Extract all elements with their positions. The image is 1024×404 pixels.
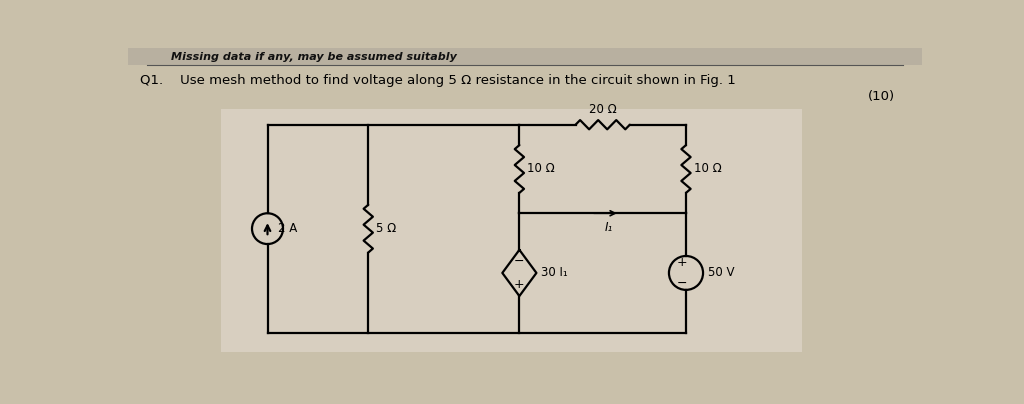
Text: 30 I₁: 30 I₁ bbox=[541, 266, 568, 280]
Text: −: − bbox=[514, 255, 524, 268]
Text: (10): (10) bbox=[868, 90, 895, 103]
Text: 2 A: 2 A bbox=[278, 222, 297, 235]
Text: 20 Ω: 20 Ω bbox=[589, 103, 616, 116]
Text: +: + bbox=[677, 256, 687, 269]
Text: 5 Ω: 5 Ω bbox=[376, 222, 396, 235]
Text: 10 Ω: 10 Ω bbox=[527, 162, 555, 175]
FancyBboxPatch shape bbox=[221, 109, 802, 352]
Bar bbox=[128, 48, 922, 65]
Text: 50 V: 50 V bbox=[708, 266, 734, 280]
Text: +: + bbox=[514, 278, 524, 291]
Text: Q1.    Use mesh method to find voltage along 5 Ω resistance in the circuit shown: Q1. Use mesh method to find voltage alon… bbox=[139, 74, 735, 87]
Text: I₁: I₁ bbox=[605, 221, 613, 234]
Text: 10 Ω: 10 Ω bbox=[693, 162, 722, 175]
Text: −: − bbox=[677, 277, 687, 290]
Text: Missing data if any, may be assumed suitably: Missing data if any, may be assumed suit… bbox=[171, 52, 457, 62]
